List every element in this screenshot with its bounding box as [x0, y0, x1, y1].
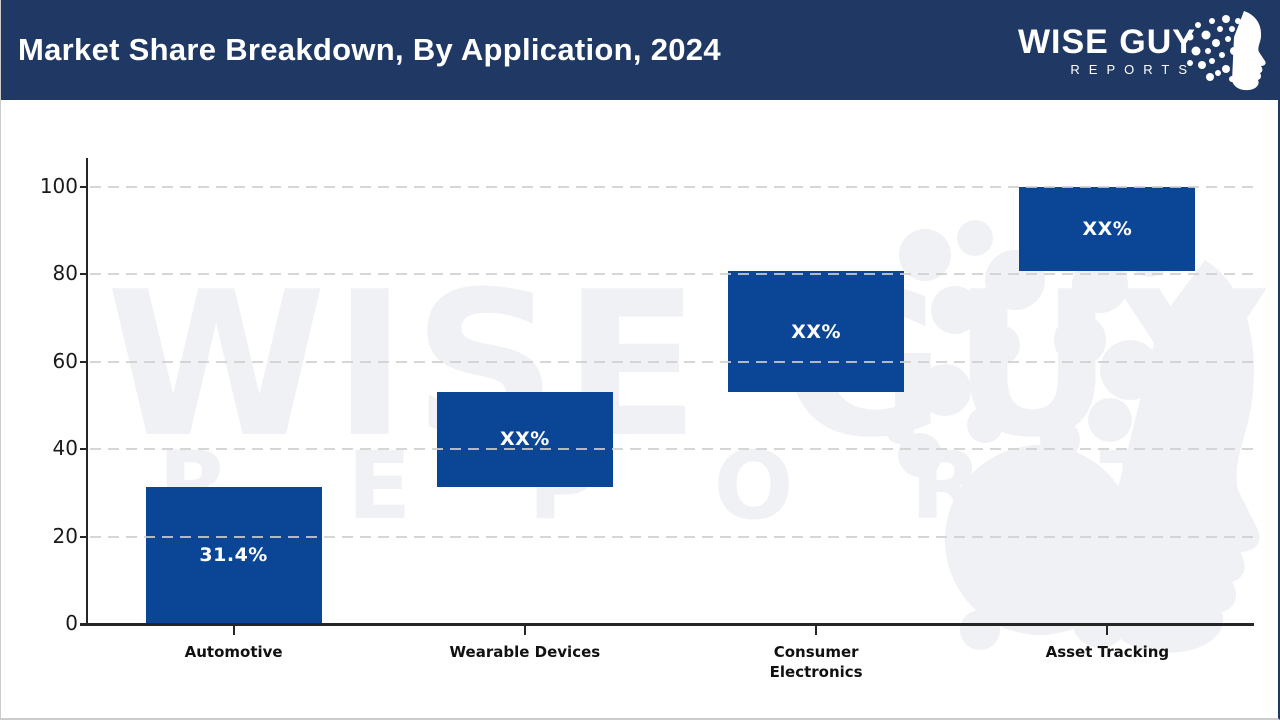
- y-tick: [80, 535, 88, 538]
- bar-value-label: 31.4%: [199, 544, 268, 567]
- page-title: Market Share Breakdown, By Application, …: [18, 32, 721, 67]
- gridline: [90, 535, 1253, 538]
- header-bar: Market Share Breakdown, By Application, …: [0, 0, 1280, 100]
- face-dots-icon: [1186, 11, 1266, 91]
- brand-subtext: REPORTS: [1070, 61, 1196, 77]
- y-tick-label: 60: [52, 348, 78, 373]
- y-tick: [80, 623, 88, 625]
- y-tick-label: 0: [65, 611, 78, 635]
- gridline: [90, 273, 1253, 275]
- gridline: [90, 448, 1253, 450]
- bar-segment: 31.4%: [145, 486, 322, 624]
- category-label: Consumer Electronics: [769, 643, 863, 682]
- x-tick: [815, 626, 818, 635]
- y-tick: [80, 360, 88, 363]
- y-tick-label: 20: [52, 523, 78, 548]
- bar-value-label: XX%: [791, 320, 842, 343]
- x-tick: [1106, 626, 1109, 635]
- x-tick: [523, 626, 526, 635]
- category-label: Automotive: [184, 643, 283, 661]
- category-label: Wearable Devices: [449, 643, 601, 661]
- y-tick-label: 80: [52, 261, 78, 285]
- category-label: Asset Tracking: [1045, 643, 1170, 661]
- x-tick: [232, 626, 235, 635]
- bar-segment: XX%: [436, 392, 613, 487]
- brand-logo: WISE GUY REPORTS: [1018, 7, 1268, 93]
- bar-value-label: XX%: [1082, 217, 1133, 240]
- y-tick: [80, 448, 88, 450]
- y-tick: [80, 185, 88, 188]
- brand-wordmark: WISE GUY REPORTS: [1018, 25, 1196, 76]
- bar-segment: XX%: [728, 271, 905, 393]
- x-axis-spine: [80, 623, 1254, 626]
- y-tick-label: 100: [39, 173, 78, 198]
- y-tick-label: 40: [52, 436, 78, 460]
- watermark-head-dots-graphic: [886, 220, 1260, 653]
- y-axis-spine: [86, 158, 88, 625]
- bar-value-label: XX%: [499, 428, 550, 451]
- gridline: [90, 185, 1253, 188]
- bar-segment: XX%: [1019, 186, 1196, 272]
- y-tick: [80, 273, 88, 275]
- gridline: [90, 360, 1253, 363]
- brand-name: WISE GUY: [1017, 22, 1196, 61]
